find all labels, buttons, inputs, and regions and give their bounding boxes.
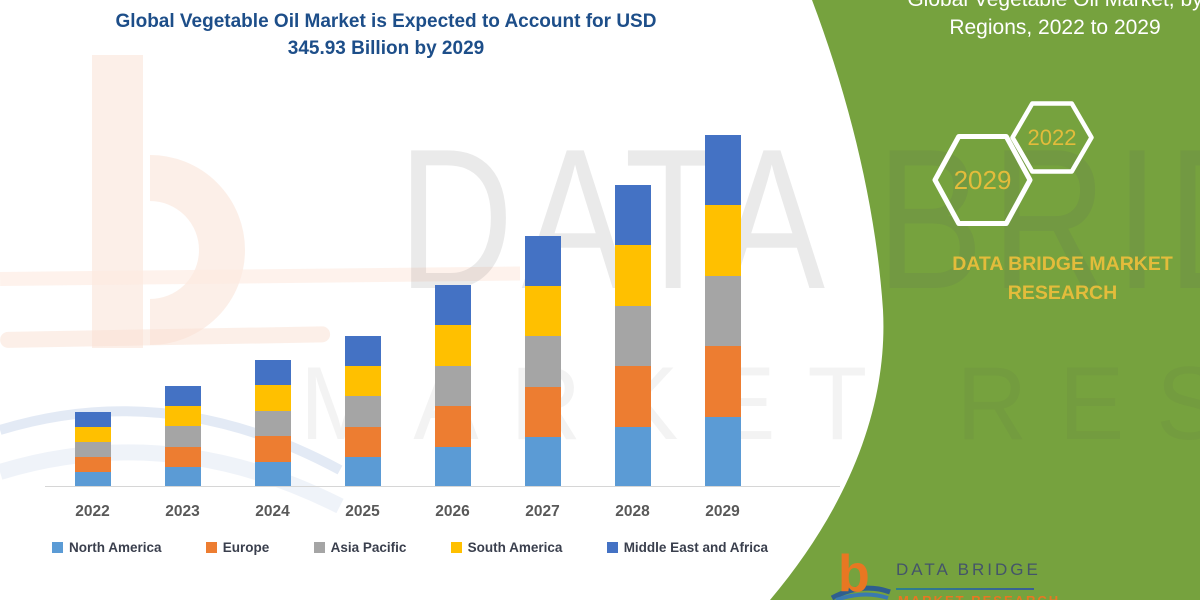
- bar-segment-2026-europe: [434, 406, 471, 447]
- bar-segment-2025-asia-pacific: [344, 396, 381, 427]
- bar-segment-2028-north-america: [614, 426, 651, 487]
- legend-swatch-icon: [313, 542, 325, 553]
- dbmr-logo-swoosh-icon: [830, 585, 891, 600]
- dbmr-footer-logo: b DATA BRIDGE MARKET RESEARCH: [828, 548, 1188, 600]
- bar-segment-2025-middle-east-and-africa: [344, 335, 381, 367]
- legend-item-south-america: South America: [450, 540, 563, 555]
- x-tick-label-2025: 2025: [345, 503, 380, 520]
- bar-segment-2023-asia-pacific: [164, 426, 201, 447]
- legend-swatch-icon: [450, 542, 462, 553]
- bar-segment-2029-south-america: [704, 205, 741, 276]
- x-tick-label-2023: 2023: [165, 503, 200, 520]
- side-panel-header-clipped-line: Global Vegetable Oil Market, by: [900, 0, 1200, 14]
- bar-segment-2028-europe: [614, 366, 651, 427]
- bar-segment-2026-asia-pacific: [434, 365, 471, 407]
- bar-segment-2028-asia-pacific: [614, 305, 651, 367]
- legend-swatch-icon: [52, 542, 63, 553]
- legend-item-asia-pacific: Asia Pacific: [313, 540, 407, 555]
- hexagon-badges: 2029 2022: [932, 101, 1094, 226]
- chart-title: Global Vegetable Oil Market is Expected …: [30, 8, 742, 62]
- bar-segment-2022-north-america: [74, 472, 111, 487]
- bar-segment-2022-south-america: [74, 427, 111, 442]
- bar-segment-2025-south-america: [344, 366, 381, 397]
- chart-title-line2: 345.93 Billion by 2029: [287, 38, 485, 59]
- x-tick-label-2024: 2024: [255, 503, 290, 520]
- bar-segment-2027-north-america: [524, 436, 561, 487]
- legend-item-north-america: North America: [52, 540, 162, 555]
- bar-segment-2022-middle-east-and-africa: [74, 412, 111, 427]
- bar-segment-2024-europe: [254, 436, 291, 462]
- bar-segment-2027-south-america: [524, 286, 561, 337]
- side-panel-brand-line1: DATA BRIDGE MARKET: [952, 253, 1173, 275]
- bar-segment-2026-north-america: [434, 446, 471, 487]
- legend-label: North America: [69, 540, 162, 555]
- side-panel-brand: DATA BRIDGE MARKET RESEARCH: [905, 250, 1200, 308]
- legend-item-middle-east-and-africa: Middle East and Africa: [606, 540, 768, 555]
- side-panel-brand-line2: RESEARCH: [1007, 282, 1118, 304]
- hexagon-2022-label: 2022: [1028, 125, 1077, 150]
- legend-label: South America: [467, 540, 563, 555]
- bar-segment-2023-north-america: [164, 466, 201, 487]
- hexagon-2029-icon: [932, 134, 1033, 226]
- legend-label: Asia Pacific: [330, 540, 407, 555]
- bar-segment-2023-south-america: [164, 406, 201, 427]
- bar-segment-2028-south-america: [614, 245, 651, 306]
- hexagon-2029-label: 2029: [954, 165, 1012, 195]
- side-panel-header: Global Vegetable Oil Market, by Regions,…: [900, 0, 1200, 42]
- x-tick-label-2027: 2027: [525, 503, 560, 520]
- bar-segment-2027-middle-east-and-africa: [524, 235, 561, 287]
- bar-segment-2029-middle-east-and-africa: [704, 134, 741, 206]
- hexagon-2022-icon: [1010, 101, 1094, 174]
- footer-brand-text2-clipped: MARKET RESEARCH: [898, 593, 1060, 600]
- legend-swatch-icon: [606, 542, 618, 553]
- bar-segment-2022-asia-pacific: [74, 442, 111, 457]
- x-tick-label-2026: 2026: [435, 503, 470, 520]
- footer-brand-text: DATA BRIDGE: [896, 560, 1041, 579]
- bar-segment-2025-europe: [344, 426, 381, 457]
- bar-segment-2029-north-america: [704, 416, 741, 487]
- x-tick-label-2028: 2028: [615, 503, 650, 520]
- bar-segment-2024-south-america: [254, 385, 291, 411]
- bar-segment-2029-europe: [704, 346, 741, 417]
- bar-segment-2024-asia-pacific: [254, 410, 291, 437]
- bar-segment-2026-middle-east-and-africa: [434, 285, 471, 326]
- bar-segment-2029-asia-pacific: [704, 275, 741, 347]
- legend-label: Middle East and Africa: [623, 540, 768, 555]
- bar-segment-2024-middle-east-and-africa: [254, 360, 291, 386]
- bar-segment-2028-middle-east-and-africa: [614, 184, 651, 246]
- x-axis-line: [45, 486, 840, 487]
- dbmr-logo-b-icon: b: [838, 545, 870, 600]
- side-panel-header-visible-line: Regions, 2022 to 2029: [949, 16, 1161, 39]
- bar-segment-2023-europe: [164, 446, 201, 467]
- bar-segment-2025-north-america: [344, 456, 381, 487]
- chart-title-line1: Global Vegetable Oil Market is Expected …: [115, 11, 657, 32]
- x-tick-label-2022: 2022: [75, 503, 110, 520]
- bar-segment-2023-middle-east-and-africa: [164, 385, 201, 407]
- bar-segment-2026-south-america: [434, 325, 471, 366]
- legend-swatch-icon: [205, 542, 217, 553]
- legend-item-europe: Europe: [205, 540, 270, 555]
- bar-segment-2024-north-america: [254, 461, 291, 487]
- bar-segment-2022-europe: [74, 457, 111, 472]
- bar-segment-2027-asia-pacific: [524, 336, 561, 387]
- footer-brand-rule: [896, 588, 1034, 590]
- legend-label: Europe: [222, 540, 270, 555]
- x-tick-label-2029: 2029: [705, 503, 740, 520]
- chart-legend: North America Europe Asia Pacific South Ame…: [52, 540, 768, 555]
- bar-segment-2027-europe: [524, 386, 561, 437]
